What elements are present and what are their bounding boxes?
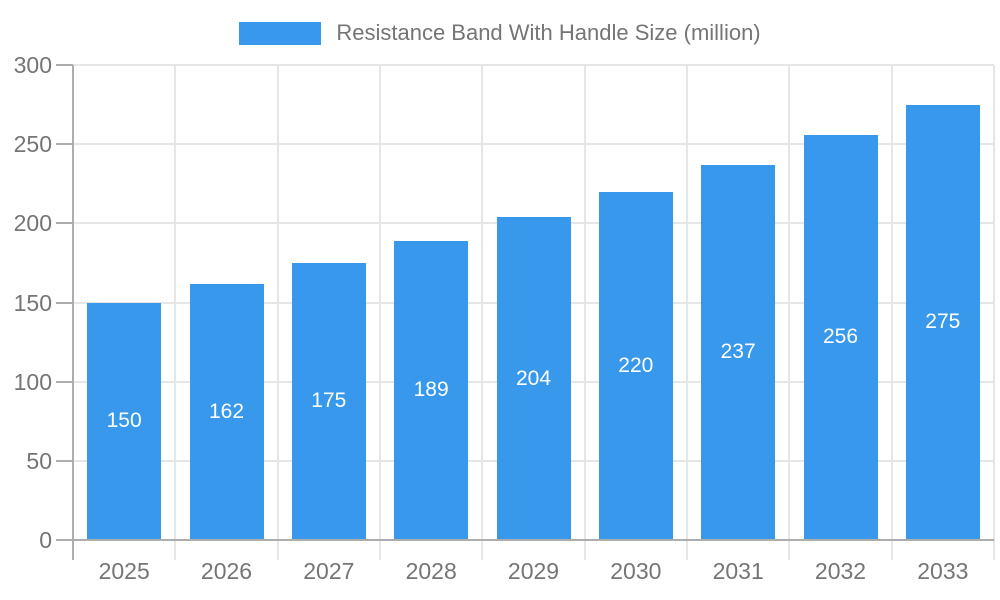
bar-value-label: 237 — [720, 340, 756, 364]
bar-value-label: 220 — [618, 353, 654, 377]
bar: 204 — [496, 217, 571, 540]
bar: 150 — [87, 302, 162, 540]
x-tick-label: 2031 — [712, 558, 764, 584]
x-tick-label: 2028 — [405, 558, 457, 584]
x-gridline — [583, 65, 586, 560]
bar-value-label: 275 — [925, 310, 961, 334]
x-gridline — [788, 65, 791, 560]
y-axis-line — [72, 65, 74, 560]
y-gridline — [73, 143, 994, 146]
y-tick — [56, 64, 73, 66]
x-tick-label: 2033 — [917, 558, 969, 584]
x-gridline — [686, 65, 688, 560]
x-gridline — [174, 65, 177, 560]
bar: 162 — [189, 283, 264, 540]
x-gridline — [276, 65, 279, 560]
bar: 220 — [598, 191, 673, 540]
y-tick — [56, 380, 73, 383]
bar-value-label: 175 — [311, 389, 347, 413]
x-tick-label: 2032 — [814, 558, 867, 584]
y-tick — [56, 222, 73, 225]
y-tick — [56, 459, 73, 462]
legend-swatch — [239, 21, 322, 45]
y-tick — [56, 539, 73, 541]
legend-label: Resistance Band With Handle Size (millio… — [336, 20, 761, 45]
y-tick — [56, 301, 73, 304]
bar-value-label: 256 — [822, 325, 859, 349]
y-tick-label: 200 — [13, 210, 52, 237]
x-gridline — [481, 65, 484, 560]
x-tick-label: 2027 — [303, 558, 355, 584]
y-gridline — [73, 64, 994, 66]
y-tick-label: 100 — [13, 368, 52, 395]
bar: 275 — [905, 104, 980, 540]
x-axis-line — [73, 539, 994, 541]
bar-value-label: 204 — [515, 366, 552, 390]
bar: 189 — [394, 240, 469, 540]
x-tick-label: 2025 — [98, 558, 150, 584]
x-gridline — [890, 65, 893, 560]
y-tick-label: 0 — [39, 527, 52, 553]
chart-legend: Resistance Band With Handle Size (millio… — [0, 20, 1000, 46]
y-tick-label: 50 — [26, 447, 52, 474]
bar: 237 — [701, 164, 776, 540]
bar-value-label: 150 — [106, 409, 142, 433]
x-tick-label: 2029 — [507, 558, 560, 584]
bar-value-label: 189 — [413, 378, 449, 402]
y-tick-label: 250 — [13, 131, 52, 158]
y-tick-label: 300 — [13, 52, 52, 78]
x-gridline — [993, 65, 995, 560]
bar: 175 — [291, 262, 366, 540]
bar: 256 — [803, 134, 878, 540]
x-tick-label: 2030 — [610, 558, 662, 584]
y-tick — [56, 143, 73, 146]
bar-value-label: 162 — [208, 399, 245, 423]
x-tick-label: 2026 — [200, 558, 253, 584]
y-tick-label: 150 — [13, 289, 52, 316]
x-gridline — [379, 65, 381, 560]
